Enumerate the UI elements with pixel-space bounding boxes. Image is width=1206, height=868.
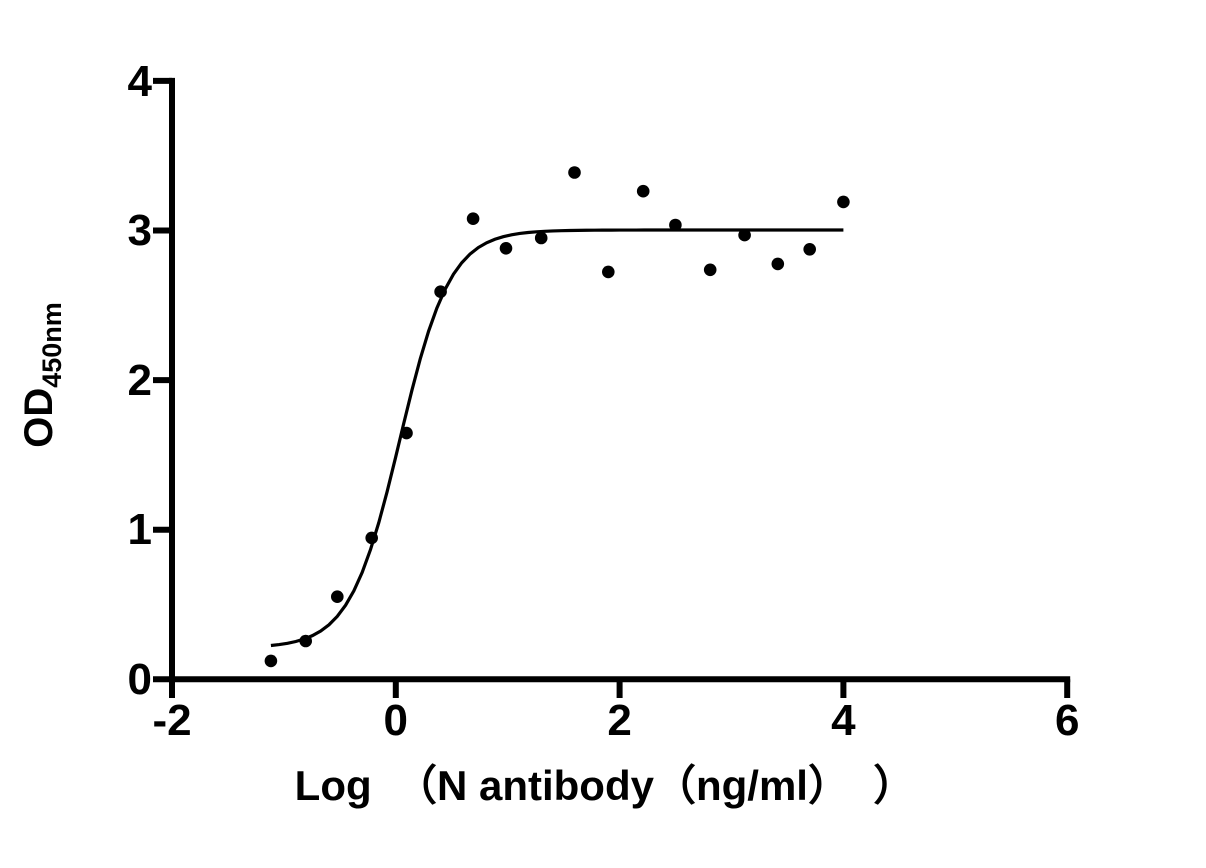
svg-text:1: 1 xyxy=(128,505,152,554)
svg-text:4: 4 xyxy=(128,57,153,106)
svg-text:4: 4 xyxy=(831,696,856,745)
svg-text:Log （N antibody（ng/ml） ）: Log （N antibody（ng/ml） ） xyxy=(295,762,916,809)
svg-text:0: 0 xyxy=(128,655,152,704)
svg-text:2: 2 xyxy=(128,356,152,405)
svg-text:6: 6 xyxy=(1055,696,1079,745)
svg-text:3: 3 xyxy=(128,206,152,255)
svg-text:-2: -2 xyxy=(152,696,191,745)
svg-text:0: 0 xyxy=(384,696,408,745)
svg-text:OD450nm: OD450nm xyxy=(17,302,67,448)
svg-text:2: 2 xyxy=(607,696,631,745)
